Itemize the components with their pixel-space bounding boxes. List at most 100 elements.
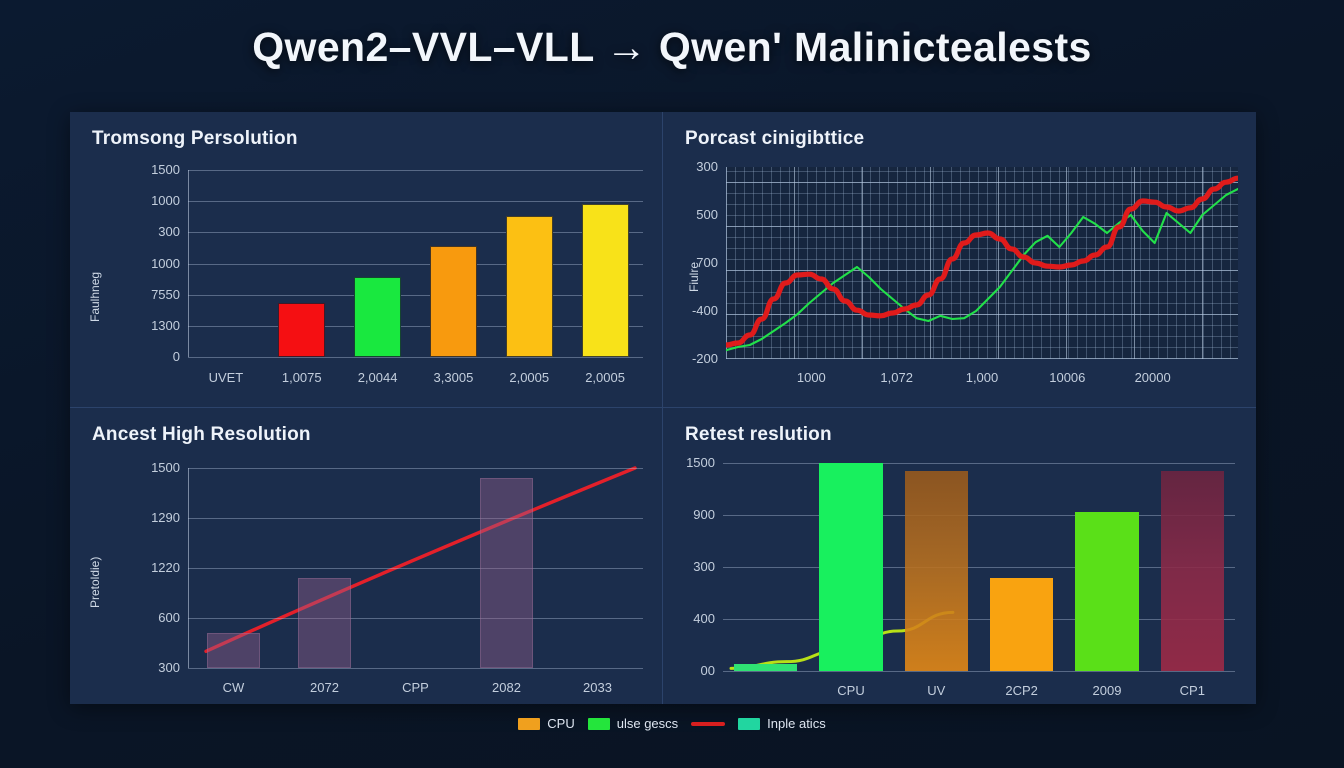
- panel-1-xtick: 3,3005: [433, 370, 474, 385]
- chart-grid: Tromsong Persolution Faulhneg 1500 1000 30…: [70, 112, 1256, 704]
- page-title: Qwen2–VVL–VLL → Qwen' Malinictealests: [252, 24, 1092, 70]
- panel-3-bar: [480, 478, 533, 668]
- panel-3-gridline: [188, 618, 643, 619]
- panel-1-bar: [505, 216, 553, 357]
- panel-1-xtick: 2,0005: [509, 370, 550, 385]
- panel-1-gridline: [188, 326, 643, 327]
- panel-3-title: Ancest High Resolution: [92, 424, 311, 445]
- panel-3-gridline: [188, 468, 643, 469]
- panel-4-bar: [990, 577, 1054, 671]
- legend-line-marker: [691, 721, 726, 726]
- panel-2-xtick: 1,072: [880, 370, 913, 385]
- plot-grid-texture: [726, 167, 1238, 359]
- panel-3-ytick: 300: [158, 660, 180, 675]
- panel-2-plot: [726, 167, 1238, 359]
- panel-4-ytick: 1500: [686, 455, 715, 470]
- panel-4-bar: [1075, 512, 1139, 671]
- panel-1-ylabel: Faulhneg: [88, 271, 102, 322]
- panel-3-ytick: 1220: [151, 560, 180, 575]
- legend-color-swatch: [738, 717, 761, 730]
- panel-1-bar: [581, 203, 629, 357]
- panel-3-ytick: 600: [158, 610, 180, 625]
- panel-ancest-high-resolution: Ancest High Resolution Pretoldie) 1500 12…: [70, 408, 663, 704]
- panel-3-bar: [207, 633, 260, 668]
- panel-4-xtick: 2CP2: [1005, 683, 1038, 698]
- panel-1-ytick: 1000: [151, 256, 180, 271]
- panel-4-bar: [819, 463, 883, 671]
- panel-4-title: Retest reslution: [685, 424, 832, 445]
- panel-1-xtick: UVET: [208, 370, 244, 385]
- panel-3-xtick: 2072: [310, 680, 339, 695]
- panel-4-ytick: 00: [700, 663, 715, 678]
- panel-4-ytick: 900: [693, 507, 715, 522]
- panel-4-bar: [904, 471, 968, 671]
- panel-4-gridline: [723, 515, 1235, 516]
- panel-4-ytick: 400: [693, 611, 715, 626]
- legend-color-swatch: [518, 717, 541, 730]
- legend-item[interactable]: Inple atics: [738, 716, 826, 731]
- panel-3-xtick: 2082: [492, 680, 521, 695]
- panel-1-bar: [429, 246, 477, 357]
- legend-label: Inple atics: [767, 716, 826, 731]
- panel-3-gridline: [188, 568, 643, 569]
- panel-1-gridline: [188, 264, 643, 265]
- panel-1-ytick: 1000: [151, 193, 180, 208]
- panel-3-gridline: [188, 668, 643, 669]
- panel-2-xtick: 10006: [1049, 370, 1086, 385]
- panel-4-bar: [734, 663, 798, 671]
- panel-porcast-cinigibttice: Porcast cinigibttice Fiulre 300 500 700 -40…: [663, 112, 1256, 408]
- panel-2-ytick: -200: [691, 351, 718, 366]
- panel-3-bar: [298, 578, 351, 668]
- panel-3-ytick: 1500: [151, 460, 180, 475]
- panel-1-ytick: 300: [158, 224, 180, 239]
- panel-1-bar: [354, 277, 402, 357]
- panel-2-xtick: 1000: [796, 370, 826, 385]
- panel-2-ytick: 500: [696, 207, 718, 222]
- legend-item[interactable]: ulse gescs: [587, 716, 679, 731]
- panel-2-title: Porcast cinigibttice: [685, 128, 865, 149]
- panel-1-ytick: 0: [172, 349, 180, 364]
- panel-4-xtick: CP1: [1179, 683, 1205, 698]
- panel-4-gridline: [723, 619, 1235, 620]
- panel-4-xtick: CPU: [837, 683, 865, 698]
- panel-4-gridline: [723, 567, 1235, 568]
- panel-2-ytick: 700: [696, 255, 718, 270]
- panel-1-ytick: 1300: [151, 318, 180, 333]
- panel-1-xtick: 2,0005: [585, 370, 625, 385]
- panel-1-xtick: 2,0044: [357, 370, 398, 385]
- panel-1-plot: [188, 170, 643, 358]
- panel-2-ytick: 300: [696, 159, 718, 174]
- panel-tromsong-persolution: Tromsong Persolution Faulhneg 1500 1000 30…: [70, 112, 663, 408]
- panel-3-gridline: [188, 518, 643, 519]
- panel-3-yaxis: [188, 468, 189, 668]
- panel-1-yaxis: [188, 170, 189, 357]
- legend-label: CPU: [547, 716, 575, 731]
- panel-1-xtick: 1,0075: [281, 370, 322, 385]
- panel-1-gridline: [188, 170, 643, 171]
- panel-3-trend-svg: [204, 466, 637, 654]
- legend-item[interactable]: [691, 721, 726, 726]
- panel-2-xtick: 1,000: [965, 370, 999, 385]
- panel-3-xtick: 2033: [583, 680, 612, 695]
- panel-1-gridline: [188, 232, 643, 233]
- panel-4-xtick: 2009: [1092, 683, 1122, 698]
- panel-4-ytick: 300: [693, 559, 715, 574]
- legend-label: ulse gescs: [616, 716, 679, 731]
- panel-3-ytick: 1290: [151, 510, 180, 525]
- panel-3-xtick: CPP: [402, 680, 429, 695]
- panel-4-xtick: UV: [927, 683, 946, 698]
- panel-retest-reslution: Retest reslution 1500 900 300 400 00 CPU UV 2CP…: [663, 408, 1256, 704]
- panel-1-gridline: [188, 357, 643, 358]
- panel-3-xtick: CW: [222, 680, 245, 695]
- panel-1-ytick: 1500: [151, 162, 180, 177]
- chart-legend: CPU ulse gescs Inple atics: [0, 716, 1344, 731]
- panel-4-gridline: [723, 463, 1235, 464]
- panel-2-xtick: 20000: [1134, 370, 1171, 385]
- panel-1-gridline: [188, 295, 643, 296]
- panel-1-bar: [278, 303, 326, 357]
- legend-item[interactable]: CPU: [518, 716, 575, 731]
- panel-2-series-svg: [726, 175, 1238, 352]
- panel-3-plot: [188, 466, 643, 669]
- panel-4-gridline: [723, 671, 1235, 672]
